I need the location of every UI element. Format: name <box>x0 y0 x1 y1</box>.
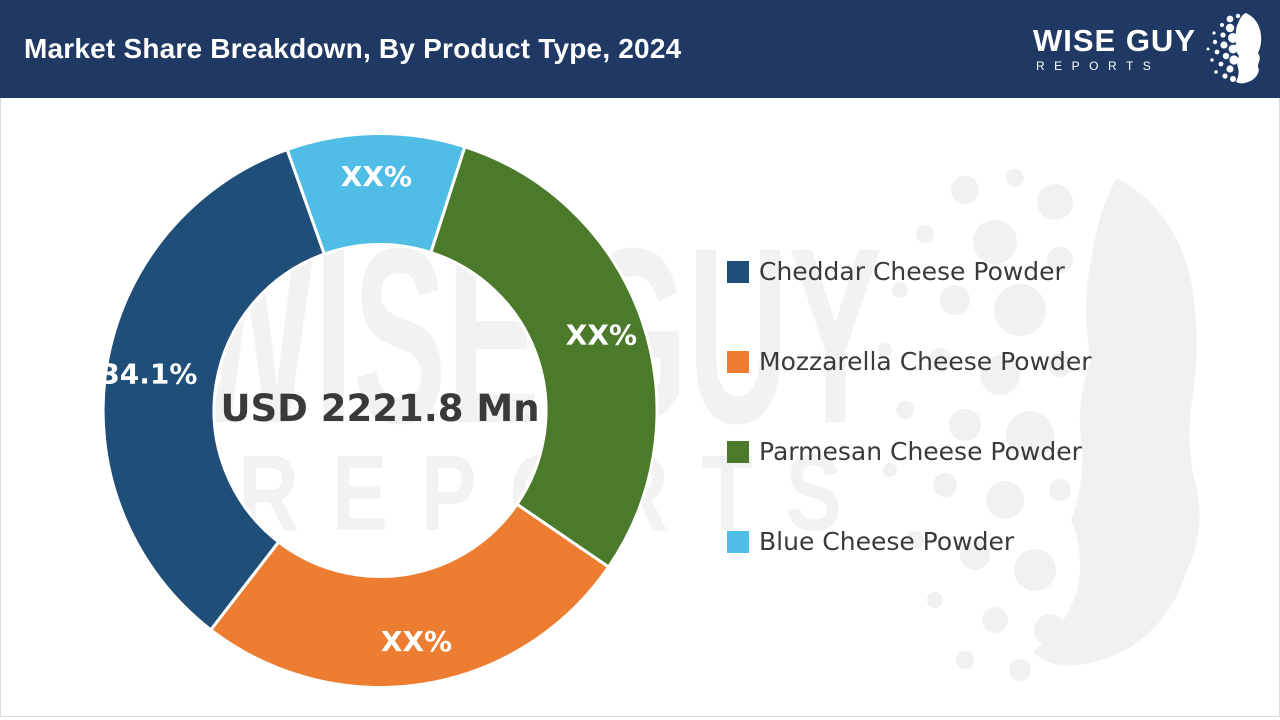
legend-label: Blue Cheese Powder <box>759 527 1015 556</box>
brand-subname: REPORTS <box>1035 58 1161 73</box>
brand-logo-text: WISE GUY REPORTS <box>1032 22 1196 73</box>
legend-swatch-parmesan-cheese-powder <box>727 441 749 463</box>
slice-label-mozzarella-cheese-powder: XX% <box>381 625 452 658</box>
brand-name: WISE GUY <box>1032 22 1196 58</box>
chart-legend: Cheddar Cheese Powder Mozzarella Cheese P… <box>727 255 1092 615</box>
brand-logo: WISE GUY REPORTS <box>1033 11 1280 87</box>
legend-swatch-cheddar-cheese-powder <box>727 261 749 283</box>
page-title: Market Share Breakdown, By Product Type,… <box>24 33 682 64</box>
legend-label: Cheddar Cheese Powder <box>759 257 1065 286</box>
slice-label-parmesan-cheese-powder: XX% <box>566 318 637 351</box>
legend-label: Mozzarella Cheese Powder <box>759 347 1092 376</box>
brand-face-icon <box>1206 13 1262 84</box>
legend-item-mozzarella-cheese-powder: Mozzarella Cheese Powder <box>727 345 1092 379</box>
legend-item-parmesan-cheese-powder: Parmesan Cheese Powder <box>727 435 1092 469</box>
watermark-face <box>878 169 1200 681</box>
legend-item-cheddar-cheese-powder: Cheddar Cheese Powder <box>727 255 1092 289</box>
slice-cheddar-cheese-powder <box>101 147 327 632</box>
legend-swatch-blue-cheese-powder <box>727 531 749 553</box>
legend-label: Parmesan Cheese Powder <box>759 437 1082 466</box>
slice-parmesan-cheese-powder <box>429 144 659 570</box>
legend-swatch-mozzarella-cheese-powder <box>727 351 749 373</box>
slice-label-blue-cheese-powder: XX% <box>341 160 412 193</box>
chart-center-value: USD 2221.8 Mn <box>220 387 540 430</box>
legend-item-blue-cheese-powder: Blue Cheese Powder <box>727 525 1092 559</box>
slice-label-cheddar-cheese-powder: 34.1% <box>100 357 197 390</box>
header-bar: Market Share Breakdown, By Product Type,… <box>0 0 1280 98</box>
slice-mozzarella-cheese-powder <box>208 502 611 689</box>
